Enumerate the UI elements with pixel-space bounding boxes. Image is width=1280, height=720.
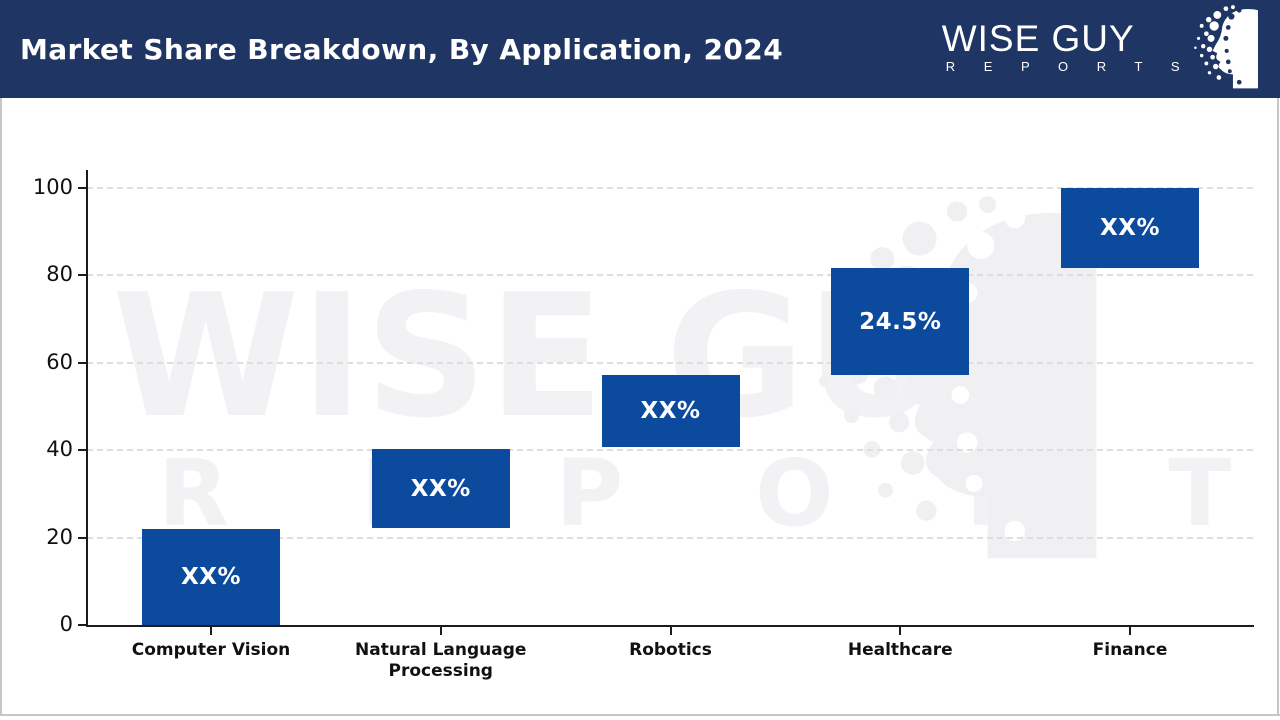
- y-tick-mark: [78, 274, 87, 277]
- logo-line-wise-guy: WISE GUY: [941, 17, 1135, 59]
- gridline-60: [87, 361, 1253, 364]
- gridline-100: [87, 187, 1253, 189]
- bar-finance: XX%: [1061, 188, 1199, 268]
- wise-guy-logo: WISE GUY R E P O R T S: [942, 4, 1266, 90]
- bar-computer-vision: XX%: [142, 528, 280, 625]
- x-tick-mark: [669, 627, 672, 635]
- chart-title: Market Share Breakdown, By Application, …: [20, 32, 784, 66]
- y-tick-mark: [78, 361, 87, 364]
- y-tick-mark: [78, 536, 87, 539]
- logo-line-reports: R E P O R T S: [945, 59, 1192, 75]
- x-tick-mark: [210, 627, 212, 635]
- x-category-label: Natural Language Processing: [355, 640, 527, 682]
- x-category-label: Finance: [1092, 640, 1168, 660]
- frame-bottom-edge: [0, 714, 1280, 716]
- y-tick-label: 60: [46, 349, 73, 374]
- frame-left-edge: [0, 98, 2, 716]
- y-tick-mark: [78, 624, 87, 626]
- header: Market Share Breakdown, By Application, …: [0, 0, 1280, 98]
- y-tick-mark: [78, 449, 87, 452]
- logo-wordmark: WISE GUY R E P O R T S: [941, 17, 1192, 75]
- x-tick-mark: [1129, 627, 1131, 635]
- bar-natural-language-processing: XX%: [371, 449, 510, 528]
- gridline-40: [87, 449, 1253, 452]
- y-tick-label: 20: [46, 524, 73, 549]
- x-category-label: Healthcare: [847, 640, 953, 660]
- y-axis-spine: [86, 170, 88, 627]
- y-tick-label: 0: [59, 612, 73, 636]
- x-category-label: Computer Vision: [131, 640, 291, 660]
- y-tick-label: 40: [46, 437, 73, 462]
- watermark-reports: R E P O R T S: [158, 440, 1280, 547]
- x-tick-mark: [439, 627, 442, 635]
- bar-healthcare: 24.5%: [831, 267, 970, 376]
- wise-guy-face-icon: [1194, 5, 1258, 89]
- bar-value-label: XX%: [640, 398, 701, 425]
- y-tick-label: 80: [46, 262, 73, 287]
- bar-value-label: XX%: [180, 563, 241, 590]
- bar-robotics: XX%: [601, 375, 740, 448]
- bar-value-label: XX%: [1099, 214, 1160, 241]
- y-tick-mark: [78, 187, 87, 189]
- x-category-label: Robotics: [629, 640, 712, 660]
- watermark-face-icon: [818, 196, 1097, 559]
- frame-right-edge: [1277, 98, 1279, 716]
- bar-value-label: 24.5%: [859, 308, 942, 335]
- x-tick-mark: [899, 627, 902, 635]
- y-tick-label: 100: [32, 175, 73, 199]
- bar-value-label: XX%: [410, 475, 471, 502]
- x-axis-spine: [86, 625, 1254, 627]
- gridline-20: [87, 536, 1253, 539]
- gridline-80: [87, 274, 1253, 277]
